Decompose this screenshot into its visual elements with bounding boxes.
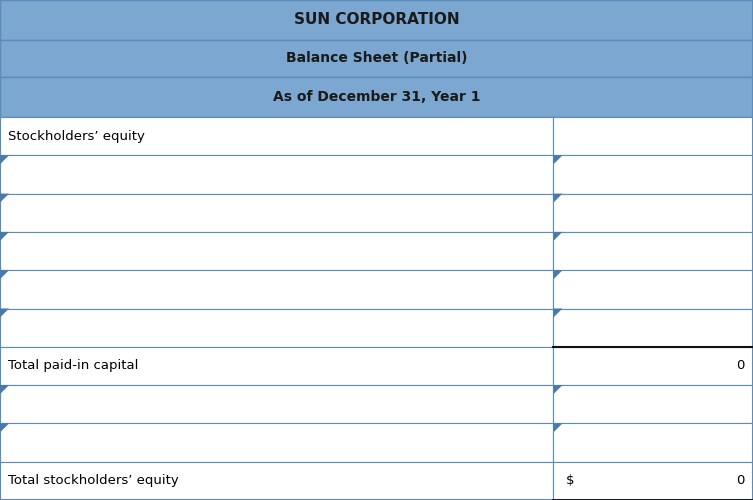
- Text: Total stockholders’ equity: Total stockholders’ equity: [8, 474, 178, 488]
- Bar: [0, 347, 553, 385]
- Bar: [553, 156, 753, 194]
- Text: Total paid-in capital: Total paid-in capital: [8, 360, 139, 372]
- Polygon shape: [0, 194, 9, 202]
- Bar: [0, 156, 553, 194]
- Text: SUN CORPORATION: SUN CORPORATION: [294, 12, 459, 28]
- Bar: [553, 347, 753, 385]
- Text: $: $: [566, 474, 574, 488]
- Polygon shape: [553, 270, 562, 279]
- Bar: [0, 385, 553, 424]
- Polygon shape: [0, 385, 9, 394]
- Polygon shape: [553, 194, 562, 202]
- Polygon shape: [0, 156, 9, 164]
- Bar: [0, 0, 753, 40]
- Polygon shape: [553, 308, 562, 318]
- Bar: [553, 424, 753, 462]
- Bar: [553, 308, 753, 347]
- Bar: [0, 270, 553, 308]
- Bar: [553, 270, 753, 308]
- Polygon shape: [553, 156, 562, 164]
- Bar: [0, 194, 553, 232]
- Polygon shape: [0, 232, 9, 241]
- Polygon shape: [553, 232, 562, 241]
- Text: 0: 0: [736, 474, 745, 488]
- Bar: [0, 77, 753, 117]
- Bar: [553, 117, 753, 156]
- Bar: [553, 194, 753, 232]
- Text: 0: 0: [736, 360, 745, 372]
- Bar: [553, 385, 753, 424]
- Polygon shape: [0, 270, 9, 279]
- Bar: [0, 424, 553, 462]
- Polygon shape: [553, 385, 562, 394]
- Polygon shape: [0, 308, 9, 318]
- Bar: [0, 308, 553, 347]
- Polygon shape: [0, 424, 9, 432]
- Bar: [553, 462, 753, 500]
- Bar: [0, 117, 553, 156]
- Bar: [553, 232, 753, 270]
- Text: Balance Sheet (Partial): Balance Sheet (Partial): [285, 52, 468, 66]
- Bar: [0, 40, 753, 77]
- Bar: [0, 232, 553, 270]
- Text: As of December 31, Year 1: As of December 31, Year 1: [273, 90, 480, 104]
- Bar: [0, 462, 553, 500]
- Polygon shape: [553, 424, 562, 432]
- Text: Stockholders’ equity: Stockholders’ equity: [8, 130, 145, 142]
